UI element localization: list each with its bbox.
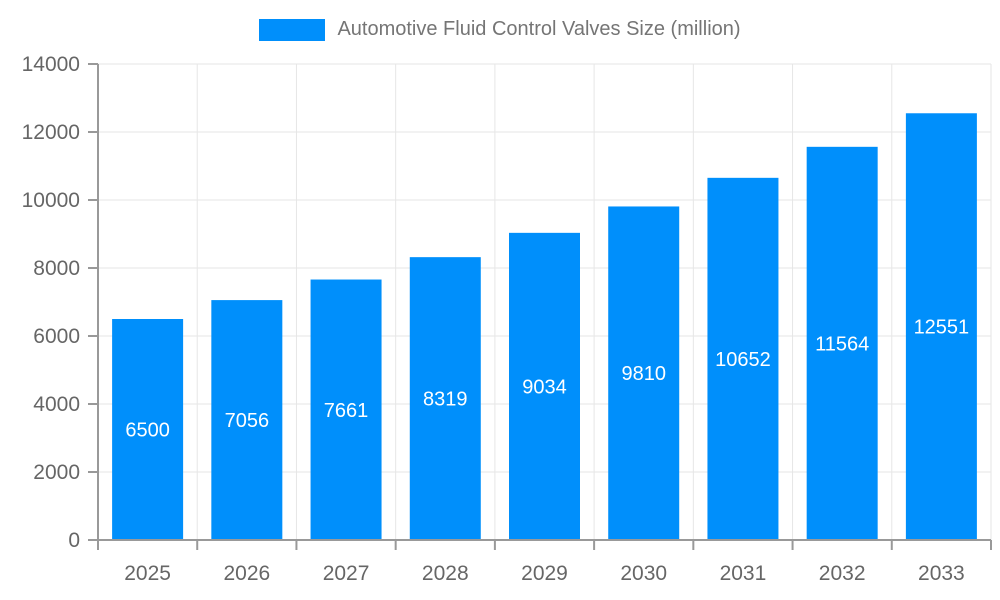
legend-swatch-icon — [259, 18, 326, 41]
legend: Automotive Fluid Control Valves Size (mi… — [0, 18, 1000, 41]
y-axis-label: 0 — [68, 529, 80, 552]
bar — [608, 206, 680, 540]
x-axis-label: 2031 — [720, 562, 767, 585]
x-axis-label: 2033 — [918, 562, 965, 585]
bar-value-label: 10652 — [715, 349, 771, 371]
bar — [409, 257, 481, 540]
legend-item[interactable]: Automotive Fluid Control Valves Size (mi… — [259, 18, 741, 41]
bar-value-label: 9810 — [621, 363, 666, 385]
x-axis-label: 2026 — [223, 562, 270, 585]
bar — [806, 146, 878, 540]
y-axis-label: 8000 — [33, 257, 80, 280]
y-axis-label: 12000 — [22, 121, 80, 144]
bar — [211, 300, 283, 540]
bar — [112, 319, 184, 540]
bar — [905, 113, 977, 541]
y-axis-label: 6000 — [33, 325, 80, 348]
y-axis-label: 14000 — [22, 53, 80, 76]
bar-value-label: 11564 — [815, 333, 869, 355]
x-axis-label: 2027 — [323, 562, 370, 585]
x-axis-label: 2029 — [521, 562, 568, 585]
bar-value-label: 7661 — [324, 400, 369, 422]
bar — [707, 177, 779, 540]
y-axis-label: 10000 — [22, 189, 80, 212]
x-axis-label: 2028 — [422, 562, 469, 585]
bar-value-label: 7056 — [225, 410, 270, 432]
bar — [310, 279, 382, 540]
y-axis-label: 2000 — [33, 461, 80, 484]
bar-value-label: 9034 — [522, 376, 567, 398]
legend-label: Automotive Fluid Control Valves Size (mi… — [337, 18, 741, 40]
y-axis-label: 4000 — [33, 393, 80, 416]
bar — [509, 232, 580, 540]
x-axis-label: 2025 — [124, 562, 171, 585]
x-axis-label: 2030 — [620, 562, 667, 585]
bar-value-label: 6500 — [125, 420, 170, 442]
bar-value-label: 12551 — [914, 317, 970, 339]
x-axis-label: 2032 — [819, 562, 866, 585]
bar-value-label: 8319 — [423, 389, 468, 411]
